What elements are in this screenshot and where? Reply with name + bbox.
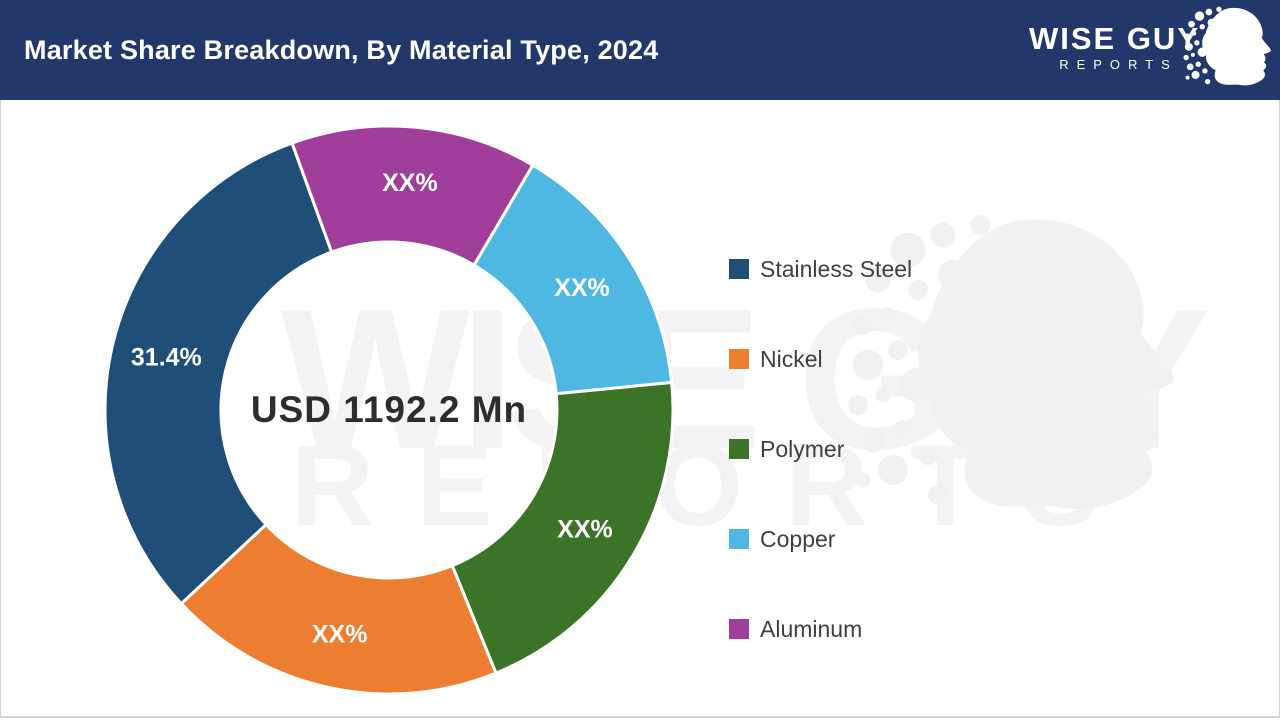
chart-legend: Stainless Steel Nickel Polymer Copper Alumin…	[729, 255, 912, 643]
legend-item-copper: Copper	[729, 525, 912, 553]
donut-segment-stainless-steel	[103, 141, 334, 606]
legend-item-aluminum: Aluminum	[729, 615, 912, 643]
legend-item-nickel: Nickel	[729, 345, 912, 373]
legend-item-polymer: Polymer	[729, 435, 912, 463]
legend-swatch-aluminum	[729, 619, 749, 639]
logo-tagline: REPORTS	[1059, 57, 1178, 73]
chart-center-value: USD 1192.2 Mn	[250, 389, 528, 430]
legend-swatch-copper	[729, 529, 749, 549]
donut-segment-copper	[472, 163, 674, 396]
legend-swatch-stainless-steel	[729, 259, 749, 279]
segment-label-aluminum: XX%	[382, 169, 438, 197]
segment-label-polymer: XX%	[557, 515, 613, 543]
legend-label-stainless-steel: Stainless Steel	[760, 256, 913, 282]
legend-swatch-polymer	[729, 439, 749, 459]
page-title: Market Share Breakdown, By Material Type…	[24, 34, 659, 65]
donut-chart: 31.4% XX% XX% XX% XX%	[103, 124, 675, 696]
segment-label-stainless-steel: 31.4%	[131, 343, 202, 371]
segment-label-nickel: XX%	[312, 621, 368, 649]
logo-text: WISE GUY REPORTS	[1028, 20, 1200, 73]
segment-label-copper: XX%	[554, 274, 610, 302]
wise-guy-reports-logo: WISE GUY REPORTS	[1029, 4, 1276, 91]
legend-item-stainless-steel: Stainless Steel	[729, 255, 912, 283]
logo-wordmark: WISE GUY	[1028, 20, 1200, 56]
legend-label-aluminum: Aluminum	[760, 616, 863, 642]
chart-area: WISE GUY REPORTS 31.4% XX% XX% XX% XX% USD 1…	[0, 100, 1280, 718]
legend-swatch-nickel	[729, 349, 749, 369]
donut-segment-polymer	[450, 380, 675, 675]
legend-label-nickel: Nickel	[760, 346, 823, 372]
legend-label-polymer: Polymer	[760, 436, 845, 462]
donut-segment-nickel	[179, 523, 498, 696]
header-bar: Market Share Breakdown, By Material Type…	[0, 0, 1280, 100]
legend-label-copper: Copper	[760, 526, 836, 552]
